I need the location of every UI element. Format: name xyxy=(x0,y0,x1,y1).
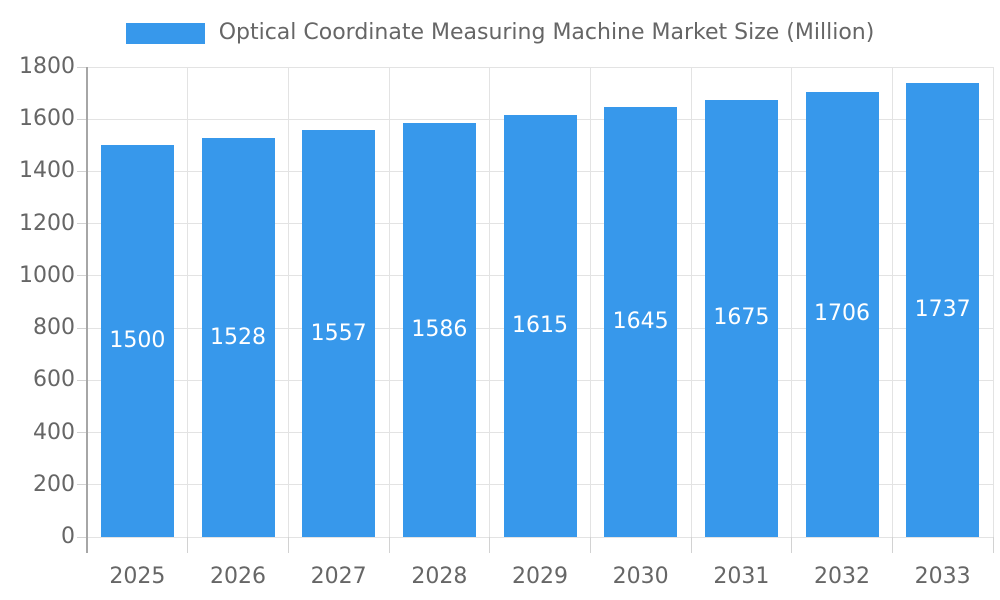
bar-value-label: 1586 xyxy=(411,316,468,342)
x-gridline xyxy=(187,67,189,537)
y-axis-tick xyxy=(77,275,87,277)
bar-value-label: 1615 xyxy=(512,313,568,339)
x-gridline xyxy=(388,67,390,537)
bar xyxy=(503,115,577,537)
x-axis-tick xyxy=(690,537,692,553)
x-gridline xyxy=(891,67,893,537)
y-gridline xyxy=(87,536,993,538)
x-axis-tick xyxy=(589,537,591,553)
bar-value-label: 1706 xyxy=(814,301,870,327)
x-gridline xyxy=(589,67,591,537)
legend-label: Optical Coordinate Measuring Machine Mar… xyxy=(218,20,875,45)
y-axis-tick xyxy=(77,536,87,538)
bar xyxy=(100,145,174,537)
x-tick-label: 2029 xyxy=(511,564,568,589)
bar xyxy=(402,122,476,537)
y-tick-label: 600 xyxy=(33,367,75,393)
x-gridline xyxy=(791,67,793,537)
bar-value-label: 1675 xyxy=(713,305,770,331)
bar xyxy=(906,83,980,537)
x-gridline xyxy=(690,67,692,537)
bar xyxy=(704,99,778,537)
bar-value-label: 1500 xyxy=(109,328,166,354)
bar xyxy=(604,107,678,537)
bar-value-label: 1557 xyxy=(310,320,367,346)
x-tick-label: 2031 xyxy=(713,564,770,589)
x-gridline xyxy=(489,67,491,537)
x-tick-label: 2030 xyxy=(612,564,669,589)
bar-value-label: 1737 xyxy=(914,297,971,323)
bar xyxy=(302,130,376,537)
x-axis-tick xyxy=(791,537,793,553)
y-axis-tick xyxy=(77,66,87,68)
y-tick-label: 1400 xyxy=(19,158,75,184)
x-tick-label: 2033 xyxy=(914,564,971,589)
x-axis-tick xyxy=(891,537,893,553)
y-axis-tick xyxy=(77,223,87,225)
y-axis-line xyxy=(86,67,88,553)
x-axis-tick xyxy=(489,537,491,553)
legend-swatch xyxy=(125,22,205,44)
x-gridline xyxy=(992,67,994,537)
x-axis-tick xyxy=(187,537,189,553)
x-axis-tick xyxy=(287,537,289,553)
y-axis-tick xyxy=(77,379,87,381)
bar xyxy=(805,91,879,537)
bar-value-label: 1528 xyxy=(210,324,266,350)
legend[interactable]: Optical Coordinate Measuring Machine Mar… xyxy=(0,21,1000,45)
bar xyxy=(201,138,275,537)
y-axis-tick xyxy=(77,432,87,434)
y-axis-tick xyxy=(77,170,87,172)
y-axis-tick xyxy=(77,484,87,486)
y-tick-label: 800 xyxy=(33,315,75,341)
x-axis-tick xyxy=(992,537,994,553)
y-tick-label: 200 xyxy=(33,471,75,497)
bar-value-label: 1645 xyxy=(612,309,669,335)
x-tick-label: 2032 xyxy=(813,564,870,589)
y-tick-label: 400 xyxy=(33,419,75,445)
x-axis-tick xyxy=(388,537,390,553)
y-axis-tick xyxy=(77,327,87,329)
y-tick-label: 1200 xyxy=(19,210,75,236)
x-tick-label: 2027 xyxy=(310,564,367,589)
y-tick-label: 1000 xyxy=(19,262,75,288)
y-tick-label: 1600 xyxy=(19,106,75,132)
x-tick-label: 2028 xyxy=(411,564,468,589)
y-tick-label: 1800 xyxy=(19,54,75,79)
y-gridline xyxy=(87,66,993,68)
x-tick-label: 2026 xyxy=(209,564,266,589)
x-tick-label: 2025 xyxy=(109,564,166,589)
y-axis-tick xyxy=(77,118,87,120)
x-gridline xyxy=(287,67,289,537)
y-tick-label: 0 xyxy=(61,524,75,549)
